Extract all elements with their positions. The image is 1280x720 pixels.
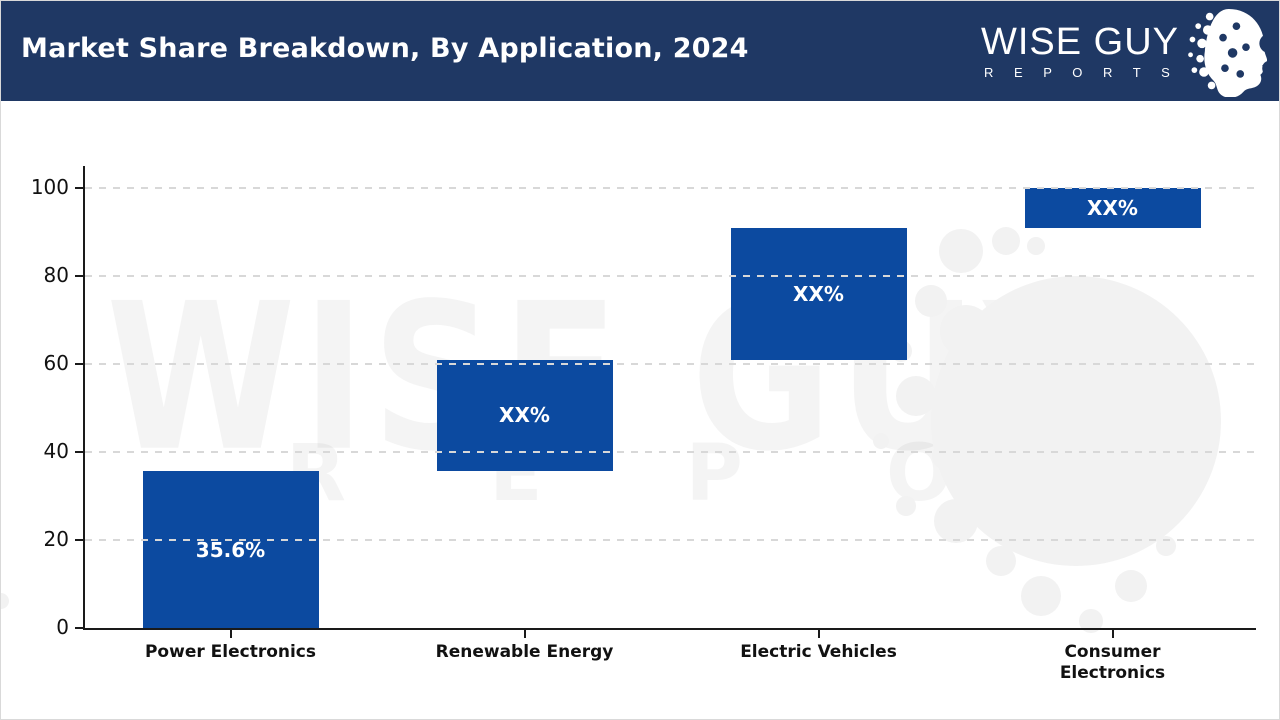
y-tick-mark (75, 539, 83, 541)
x-tick-mark (229, 630, 232, 638)
logo-wordmark: WISE GUY (980, 20, 1179, 63)
header-banner: Market Share Breakdown, By Application, … (1, 1, 1279, 101)
page-title: Market Share Breakdown, By Application, … (21, 32, 749, 64)
x-axis-label-line: Electric Vehicles (740, 642, 897, 662)
y-tick-mark (75, 627, 83, 629)
bar-electric-vehicles: XX% (730, 228, 907, 360)
x-axis-line (83, 628, 1256, 630)
wiseguy-logo: WISE GUY R E P O R T S (981, 5, 1267, 97)
gridline (85, 539, 1254, 541)
y-tick-mark (75, 187, 83, 189)
x-tick-mark (817, 630, 820, 638)
y-tick-label: 20 (43, 527, 69, 551)
x-axis-label-line: Electronics (1059, 663, 1166, 683)
x-axis-label-electric-vehicles: Electric Vehicles (704, 642, 934, 663)
bar-value-label: XX% (793, 281, 844, 306)
x-tick-mark (523, 630, 526, 638)
x-axis-label-power-electronics: Power Electronics (116, 642, 346, 663)
bar-power-electronics: 35.6% (142, 471, 319, 628)
gridline (85, 451, 1254, 453)
bar-renewable-energy: XX% (436, 359, 613, 472)
x-axis-label-line: Renewable Energy (435, 642, 614, 662)
x-axis-label-renewable-energy: Renewable Energy (410, 642, 640, 663)
wiseguy-logo-text: WISE GUY R E P O R T S (981, 23, 1179, 80)
x-tick-mark (1111, 630, 1114, 638)
y-axis-line (83, 166, 85, 630)
wiseguy-head-icon (1188, 8, 1267, 97)
bar-value-label: XX% (499, 403, 550, 428)
y-tick-label: 100 (30, 175, 69, 199)
y-tick-label: 40 (43, 439, 69, 463)
y-tick-label: 60 (43, 351, 69, 375)
gridline (85, 187, 1254, 189)
y-tick-label: 0 (56, 615, 69, 639)
x-axis-label-line: Consumer (1064, 642, 1161, 662)
y-tick-mark (75, 363, 83, 365)
bar-value-label: 35.6% (195, 537, 266, 562)
y-tick-mark (75, 451, 83, 453)
gridline (85, 363, 1254, 365)
y-tick-mark (75, 275, 83, 277)
logo-subtitle: R E P O R T S (983, 64, 1179, 80)
x-axis-label-line: Power Electronics (144, 642, 317, 662)
gridline (85, 275, 1254, 277)
x-axis-label-consumer-electronics: Consumer Electronics (998, 642, 1228, 684)
bar-value-label: XX% (1087, 196, 1138, 221)
y-tick-label: 80 (43, 263, 69, 287)
bar-consumer-electronics: XX% (1024, 188, 1201, 229)
